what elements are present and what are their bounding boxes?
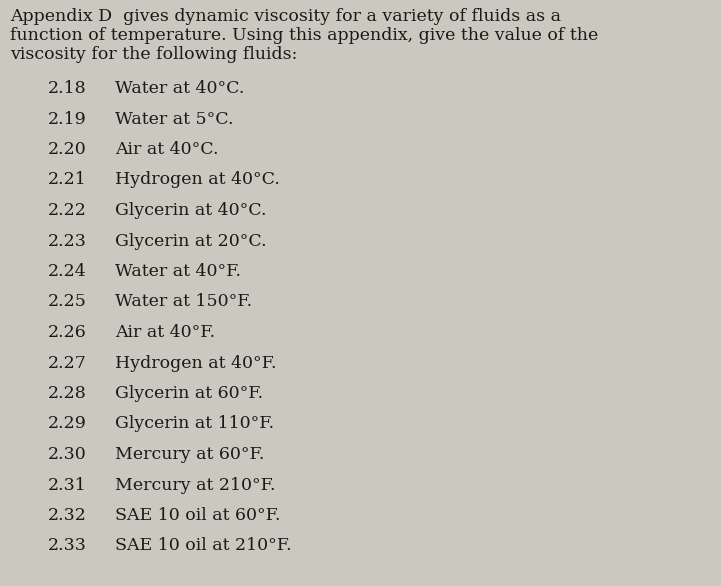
Text: Mercury at 210°F.: Mercury at 210°F. xyxy=(115,476,275,493)
Text: 2.22: 2.22 xyxy=(48,202,87,219)
Text: 2.24: 2.24 xyxy=(48,263,87,280)
Text: Glycerin at 20°C.: Glycerin at 20°C. xyxy=(115,233,267,250)
Text: Water at 40°F.: Water at 40°F. xyxy=(115,263,241,280)
Text: function of temperature. Using this appendix, give the value of the: function of temperature. Using this appe… xyxy=(10,27,598,44)
Text: 2.31: 2.31 xyxy=(48,476,87,493)
Text: 2.27: 2.27 xyxy=(48,355,87,372)
Text: 2.25: 2.25 xyxy=(48,294,87,311)
Text: 2.30: 2.30 xyxy=(48,446,87,463)
Text: Mercury at 60°F.: Mercury at 60°F. xyxy=(115,446,265,463)
Text: Water at 5°C.: Water at 5°C. xyxy=(115,111,234,128)
Text: Water at 150°F.: Water at 150°F. xyxy=(115,294,252,311)
Text: SAE 10 oil at 210°F.: SAE 10 oil at 210°F. xyxy=(115,537,291,554)
Text: Hydrogen at 40°F.: Hydrogen at 40°F. xyxy=(115,355,276,372)
Text: 2.32: 2.32 xyxy=(48,507,87,524)
Text: 2.20: 2.20 xyxy=(48,141,87,158)
Text: Appendix D  gives dynamic viscosity for a variety of fluids as a: Appendix D gives dynamic viscosity for a… xyxy=(10,8,561,25)
Text: 2.23: 2.23 xyxy=(48,233,87,250)
Text: Hydrogen at 40°C.: Hydrogen at 40°C. xyxy=(115,172,280,189)
Text: 2.33: 2.33 xyxy=(48,537,87,554)
Text: 2.18: 2.18 xyxy=(48,80,87,97)
Text: Glycerin at 110°F.: Glycerin at 110°F. xyxy=(115,415,274,432)
Text: 2.19: 2.19 xyxy=(48,111,87,128)
Text: SAE 10 oil at 60°F.: SAE 10 oil at 60°F. xyxy=(115,507,280,524)
Text: Glycerin at 60°F.: Glycerin at 60°F. xyxy=(115,385,263,402)
Text: Glycerin at 40°C.: Glycerin at 40°C. xyxy=(115,202,267,219)
Text: 2.26: 2.26 xyxy=(48,324,87,341)
Text: Water at 40°C.: Water at 40°C. xyxy=(115,80,244,97)
Text: 2.28: 2.28 xyxy=(48,385,87,402)
Text: viscosity for the following fluids:: viscosity for the following fluids: xyxy=(10,46,297,63)
Text: 2.21: 2.21 xyxy=(48,172,87,189)
Text: Air at 40°F.: Air at 40°F. xyxy=(115,324,215,341)
Text: 2.29: 2.29 xyxy=(48,415,87,432)
Text: Air at 40°C.: Air at 40°C. xyxy=(115,141,218,158)
